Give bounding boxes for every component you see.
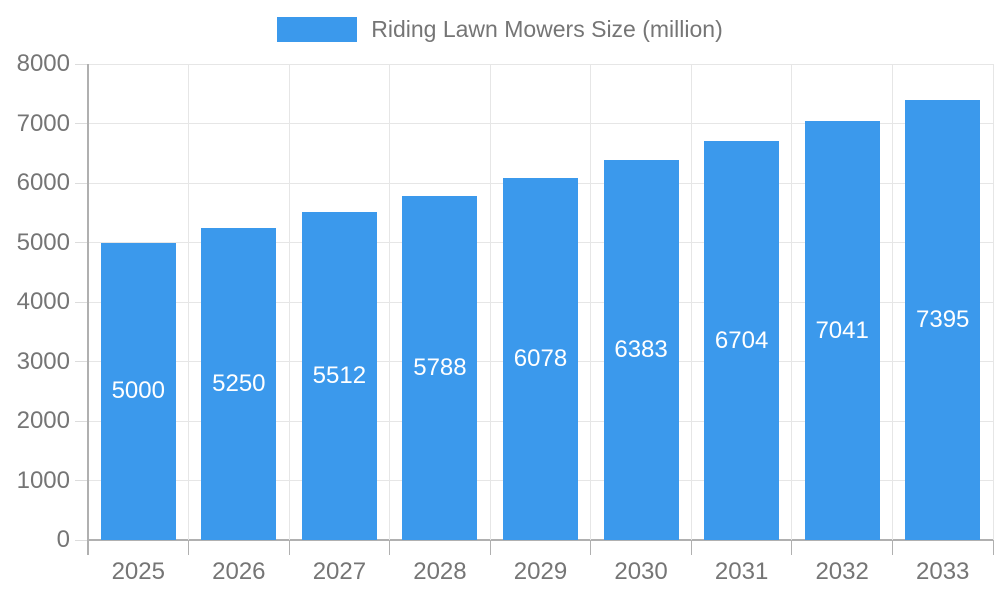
y-axis-tick <box>75 480 88 481</box>
x-axis-tick <box>690 540 692 555</box>
gridline-vertical <box>992 64 994 540</box>
y-axis-label: 4000 <box>16 288 70 315</box>
bar-value-label: 6383 <box>614 336 668 364</box>
x-axis-label-2032: 2032 <box>815 558 869 585</box>
bar-2030[interactable]: 6383 <box>603 160 679 540</box>
y-axis-label: 1000 <box>16 466 70 494</box>
y-axis-tick <box>75 420 88 422</box>
legend-label: Riding Lawn Mowers Size (million) <box>371 16 723 42</box>
legend-swatch <box>277 17 358 43</box>
x-axis-tick <box>891 540 893 555</box>
bar-2033[interactable]: 7395 <box>905 99 981 540</box>
gridline-vertical <box>590 64 592 540</box>
bar-value-label: 5250 <box>212 369 266 397</box>
y-axis-line <box>87 64 89 555</box>
y-axis-label: 6000 <box>16 169 70 196</box>
y-axis-tick <box>75 242 88 243</box>
x-axis-tick <box>188 540 190 555</box>
bar-value-label: 5512 <box>312 362 367 389</box>
y-axis-tick <box>75 63 88 65</box>
y-axis-label: 2000 <box>16 407 70 434</box>
x-axis-label-2029: 2029 <box>513 558 568 585</box>
gridline-horizontal <box>88 123 993 124</box>
bar-2026[interactable]: 5250 <box>201 227 277 540</box>
y-axis-label: 5000 <box>16 228 70 256</box>
gridline-vertical <box>489 64 491 540</box>
y-axis-tick <box>75 123 88 124</box>
y-axis-tick <box>75 301 88 303</box>
x-axis-label-2031: 2031 <box>714 558 769 585</box>
x-axis-label-2027: 2027 <box>312 558 367 585</box>
bar-2031[interactable]: 6704 <box>704 141 780 540</box>
x-axis-tick <box>389 540 391 555</box>
bar-2025[interactable]: 5000 <box>100 242 176 540</box>
x-axis-label-2026: 2026 <box>212 558 266 585</box>
y-axis-tick <box>75 539 88 541</box>
bar-value-label: 7041 <box>815 316 869 344</box>
x-axis-label-2025: 2025 <box>111 558 165 585</box>
gridline-horizontal <box>88 539 993 541</box>
x-axis-tick <box>288 540 290 555</box>
y-axis-tick <box>75 361 88 362</box>
bar-value-label: 5788 <box>413 353 467 381</box>
x-axis-tick <box>590 540 592 555</box>
y-axis-label: 8000 <box>16 50 70 77</box>
bar-2029[interactable]: 6078 <box>503 178 578 540</box>
bar-value-label: 7395 <box>916 305 970 333</box>
x-axis-tick <box>992 540 994 555</box>
gridline-vertical <box>791 64 793 540</box>
bar-2032[interactable]: 7041 <box>804 121 880 540</box>
bar-2028[interactable]: 5788 <box>402 195 478 540</box>
y-axis-label: 7000 <box>16 109 70 137</box>
gridline-vertical <box>891 64 893 540</box>
y-axis-label: 3000 <box>16 347 70 375</box>
bar-2027[interactable]: 5512 <box>301 212 377 540</box>
legend[interactable]: Riding Lawn Mowers Size (million) <box>0 16 1000 44</box>
x-axis-tick <box>489 540 491 555</box>
gridline-vertical <box>288 64 290 540</box>
x-axis-label-2030: 2030 <box>614 558 668 585</box>
x-axis-label-2033: 2033 <box>916 558 970 585</box>
bar-value-label: 5000 <box>111 377 165 405</box>
bar-value-label: 6704 <box>714 326 769 354</box>
x-axis-label-2028: 2028 <box>413 558 467 585</box>
gridline-vertical <box>389 64 391 540</box>
gridline-horizontal <box>88 63 993 65</box>
gridline-vertical <box>188 64 190 540</box>
bar-value-label: 6078 <box>513 345 568 373</box>
y-axis-label: 0 <box>56 526 70 553</box>
gridline-vertical <box>690 64 692 540</box>
x-axis-tick <box>791 540 793 555</box>
y-axis-tick <box>75 182 88 184</box>
